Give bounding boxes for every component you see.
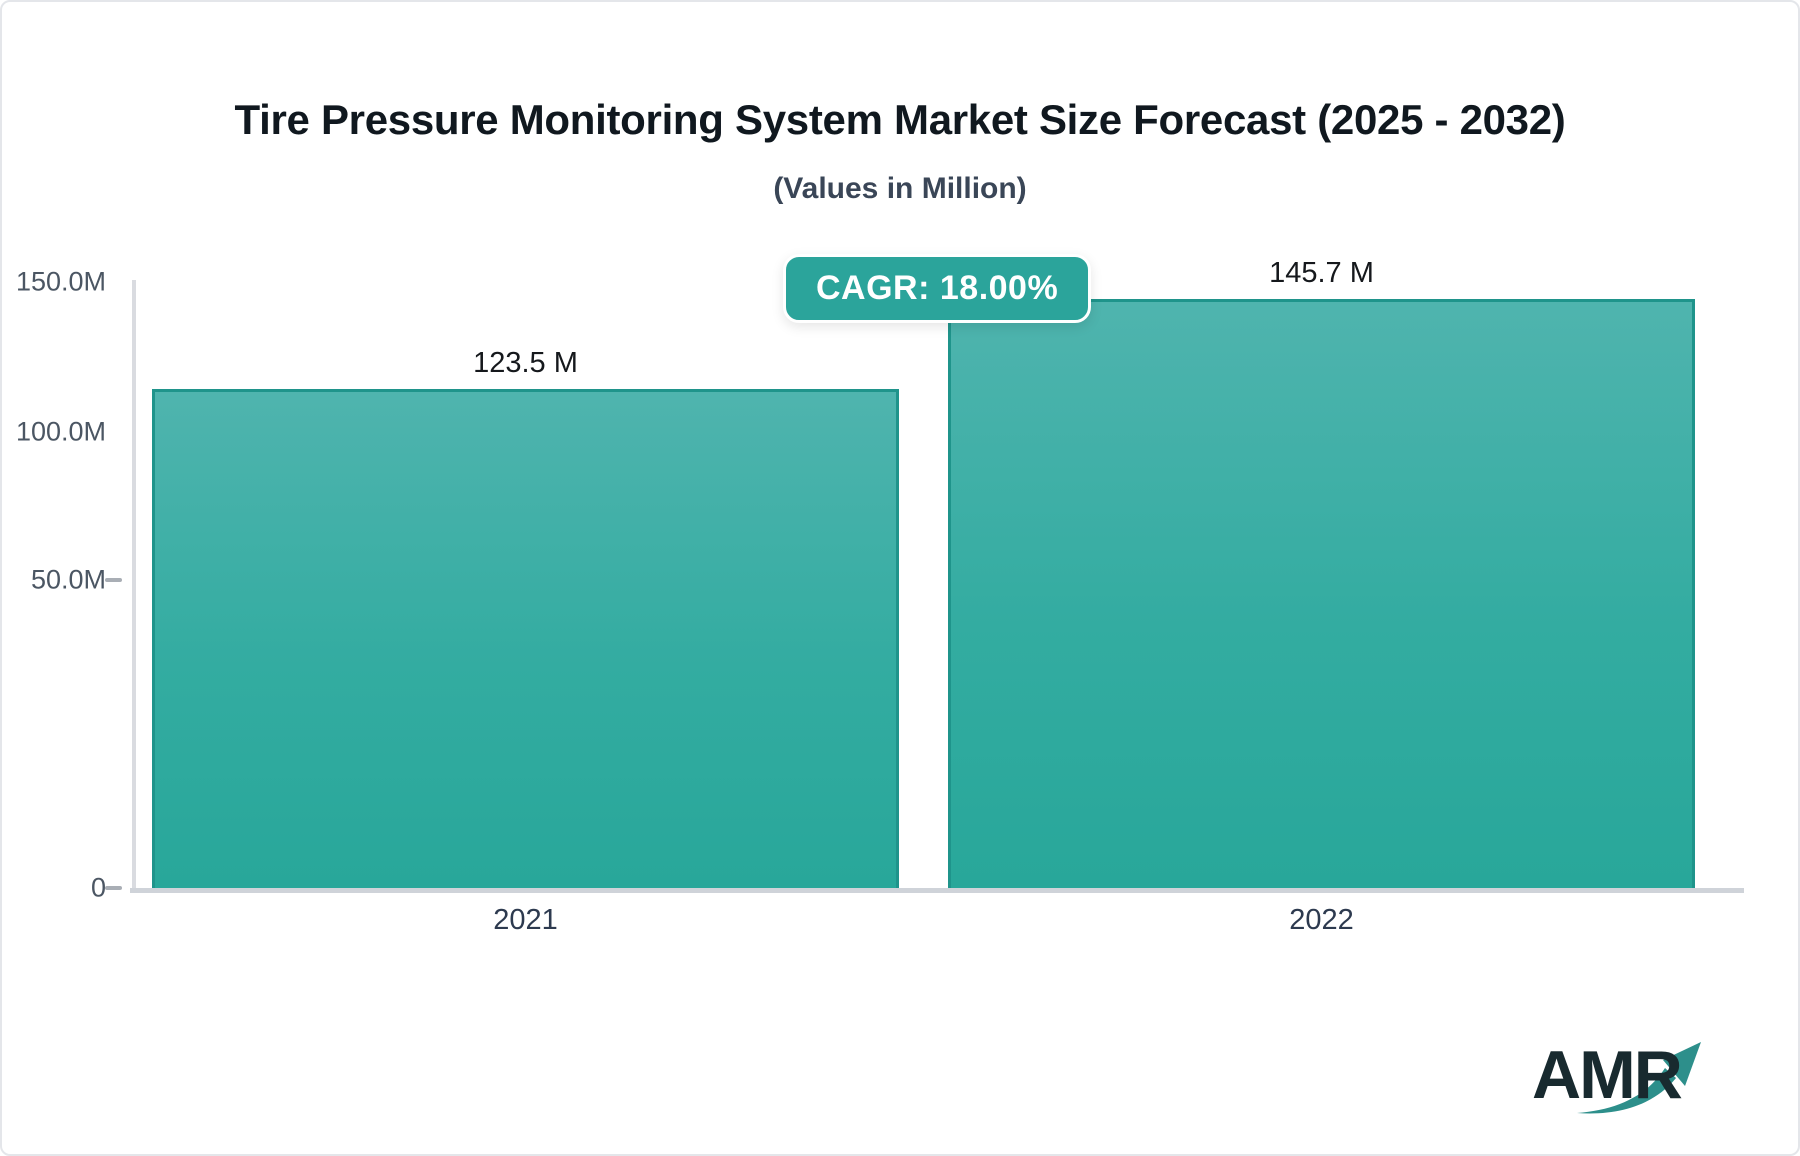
bar-2022[interactable] xyxy=(948,299,1695,888)
chart-title: Tire Pressure Monitoring System Market S… xyxy=(234,96,1566,143)
y-tick-0: 0 xyxy=(90,872,106,903)
x-label-2021: 2021 xyxy=(493,904,558,936)
x-label-2022: 2022 xyxy=(1289,904,1354,936)
x-axis-line xyxy=(130,888,1744,893)
amr-logo: AMR xyxy=(1520,1032,1730,1142)
y-tick-mark-50m xyxy=(105,578,122,582)
amr-logo-text: AMR xyxy=(1532,1037,1683,1113)
cagr-badge-label: CAGR: 18.00% xyxy=(816,269,1059,307)
y-axis-line xyxy=(132,280,136,892)
bar-value-label-2022: 145.7 M xyxy=(1269,257,1374,289)
bar-2021[interactable] xyxy=(152,389,899,888)
cagr-badge: CAGR: 18.00% xyxy=(783,254,1092,323)
chart-subtitle: (Values in Million) xyxy=(773,172,1027,205)
bar-value-label-2021: 123.5 M xyxy=(473,347,578,379)
y-tick-100m: 100.0M xyxy=(15,416,106,447)
y-tick-mark-0 xyxy=(105,886,122,890)
growth-arrow-icon xyxy=(1577,1042,1701,1114)
y-tick-150m: 150.0M xyxy=(15,266,106,297)
y-tick-50m: 50.0M xyxy=(30,564,106,595)
